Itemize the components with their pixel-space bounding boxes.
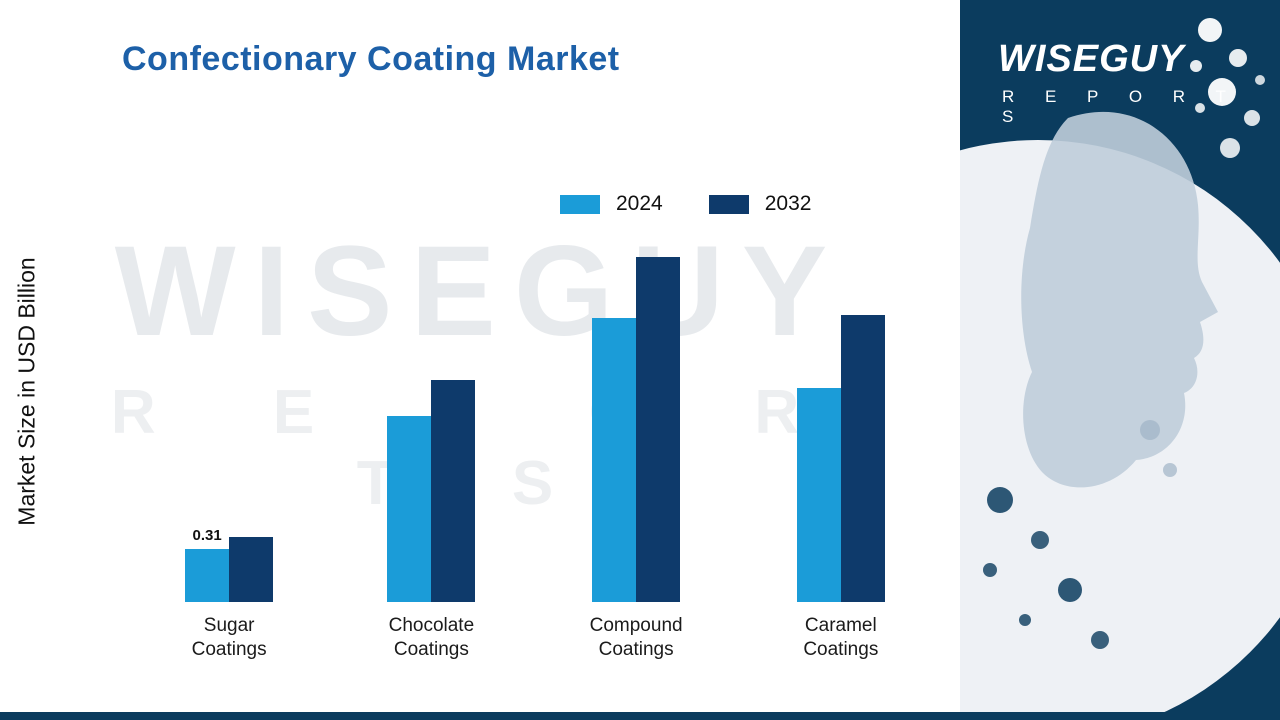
bar-2024-caramel-coatings	[796, 388, 841, 602]
bar-2024-chocolate-coatings	[387, 416, 432, 602]
bar-group-caramel-coatings: Caramel Coatings	[796, 315, 885, 664]
page-title: Confectionary Coating Market	[122, 40, 620, 78]
bars-caramel-coatings	[796, 315, 885, 602]
bar-wrap-2024-sugar-coatings: 0.31	[185, 527, 230, 602]
bar-wrap-2024-chocolate-coatings	[387, 416, 432, 602]
bar-wrap-2032-caramel-coatings	[840, 315, 885, 602]
chart-legend: 2024 2032	[560, 192, 811, 216]
bar-wrap-2032-compound-coatings	[636, 257, 681, 602]
bar-wrap-2024-compound-coatings	[592, 318, 637, 602]
brand-panel: WISEGUY R E P O R T S	[960, 0, 1280, 720]
plot-area: 0.31 Sugar Coatings Chocolate Coatings Compou…	[128, 257, 942, 664]
bars-sugar-coatings: 0.31	[185, 527, 274, 602]
legend-swatch-2032	[708, 194, 749, 214]
legend-label-2032: 2032	[764, 192, 812, 215]
category-label-sugar-coatings: Sugar Coatings	[191, 615, 267, 660]
bar-group-chocolate-coatings: Chocolate Coatings	[387, 380, 476, 664]
bars-compound-coatings	[592, 257, 681, 602]
legend-item-2024: 2024	[560, 192, 663, 216]
bars-chocolate-coatings	[387, 380, 476, 602]
brand-head-graphic	[960, 18, 1280, 720]
brand-logo: WISEGUY R E P O R T S	[998, 38, 1280, 127]
bar-2032-caramel-coatings	[840, 315, 885, 602]
bar-group-sugar-coatings: 0.31 Sugar Coatings	[185, 527, 274, 664]
watermark-line1: WISEGUY	[114, 220, 846, 363]
category-label-compound-coatings: Compound Coatings	[589, 615, 683, 660]
y-axis-label: Market Size in USD Billion	[13, 257, 40, 526]
bar-group-compound-coatings: Compound Coatings	[590, 257, 683, 664]
legend-label-2024: 2024	[616, 192, 663, 215]
bar-2024-compound-coatings	[592, 318, 637, 602]
brand-logo-line1: WISEGUY	[998, 38, 1185, 80]
bar-wrap-2032-sugar-coatings	[229, 537, 274, 602]
bottom-accent-bar	[0, 712, 1280, 720]
bar-2032-compound-coatings	[636, 257, 681, 602]
category-label-chocolate-coatings: Chocolate Coatings	[388, 615, 475, 660]
legend-item-2032: 2032	[708, 192, 812, 216]
brand-logo-line2: R E P O R T S	[1002, 87, 1239, 126]
bar-2032-sugar-coatings	[229, 537, 274, 602]
category-label-caramel-coatings: Caramel Coatings	[803, 615, 879, 660]
bar-2032-chocolate-coatings	[431, 380, 476, 602]
bar-value-label-2024-sugar-coatings: 0.31	[192, 527, 222, 544]
bar-wrap-2032-chocolate-coatings	[431, 380, 476, 602]
legend-swatch-2024	[560, 194, 600, 214]
bar-2024-sugar-coatings	[185, 549, 230, 602]
bar-wrap-2024-caramel-coatings	[796, 388, 841, 602]
